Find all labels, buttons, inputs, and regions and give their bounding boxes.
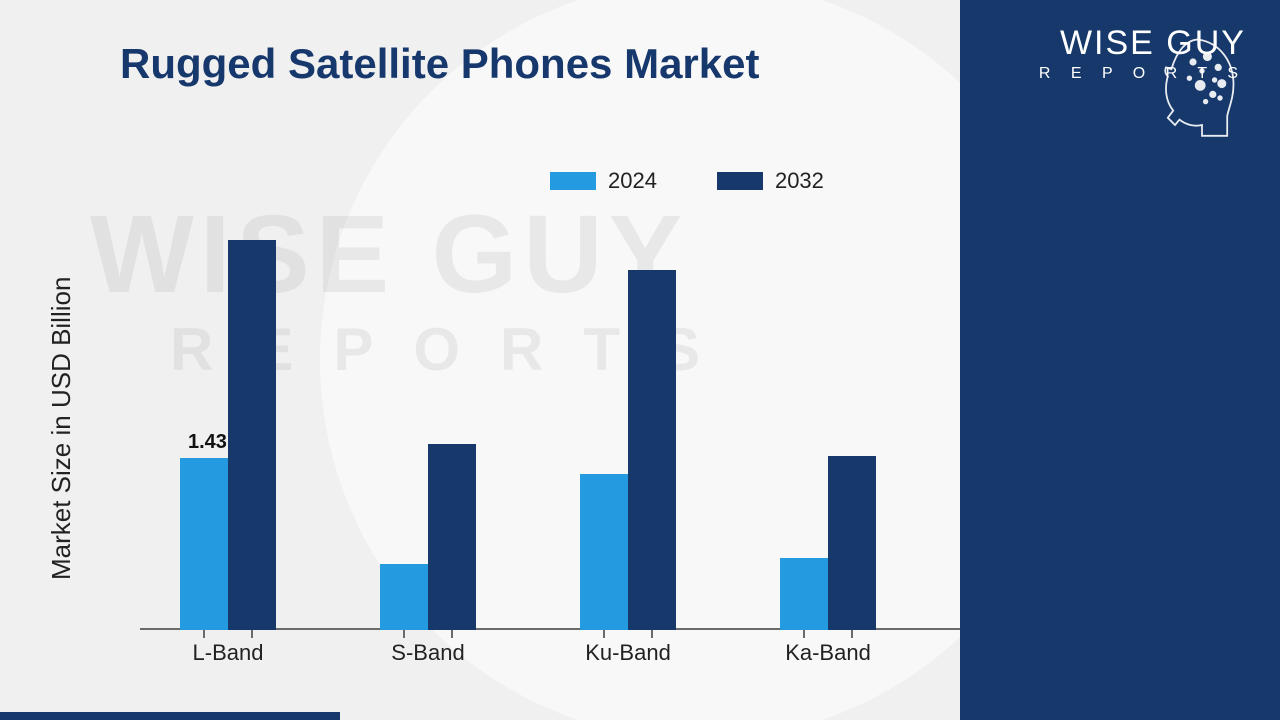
legend: 2024 2032 — [550, 168, 824, 194]
x-tick — [251, 630, 253, 638]
chart-title: Rugged Satellite Phones Market — [120, 40, 759, 88]
legend-swatch-2032 — [717, 172, 763, 190]
bar-2032 — [228, 240, 276, 630]
bar-2032 — [428, 444, 476, 630]
footer-accent-strip — [0, 712, 340, 720]
x-tick — [651, 630, 653, 638]
y-axis-label: Market Size in USD Billion — [46, 277, 77, 580]
bar-2024 — [780, 558, 828, 630]
bar-2024 — [380, 564, 428, 630]
x-axis-category-label: L-Band — [148, 640, 308, 666]
bar-2032 — [828, 456, 876, 630]
bar-2032 — [628, 270, 676, 630]
legend-item-2024: 2024 — [550, 168, 657, 194]
x-tick — [851, 630, 853, 638]
chart-canvas: WISE GUY REPORTS WISE GUY R E P O R T S … — [0, 0, 1280, 720]
bar-2024 — [580, 474, 628, 630]
x-tick — [451, 630, 453, 638]
x-tick — [603, 630, 605, 638]
x-axis-category-label: Ku-Band — [548, 640, 708, 666]
bar-group: Ku-Band — [580, 270, 700, 630]
bar-value-label: 1.43 — [188, 431, 227, 454]
legend-swatch-2024 — [550, 172, 596, 190]
chart-plot-area: L-BandS-BandKu-BandKa-Band1.43 — [140, 210, 960, 630]
legend-item-2032: 2032 — [717, 168, 824, 194]
x-axis-category-label: Ka-Band — [748, 640, 908, 666]
brand-logo: WISE GUY R E P O R T S — [1039, 24, 1246, 83]
legend-label-2032: 2032 — [775, 168, 824, 194]
brain-head-icon — [1148, 34, 1238, 144]
legend-label-2024: 2024 — [608, 168, 657, 194]
bar-group: Ka-Band — [780, 456, 900, 630]
x-tick — [403, 630, 405, 638]
x-tick — [203, 630, 205, 638]
x-tick — [803, 630, 805, 638]
x-axis-category-label: S-Band — [348, 640, 508, 666]
bar-group: S-Band — [380, 444, 500, 630]
bar-2024 — [180, 458, 228, 630]
